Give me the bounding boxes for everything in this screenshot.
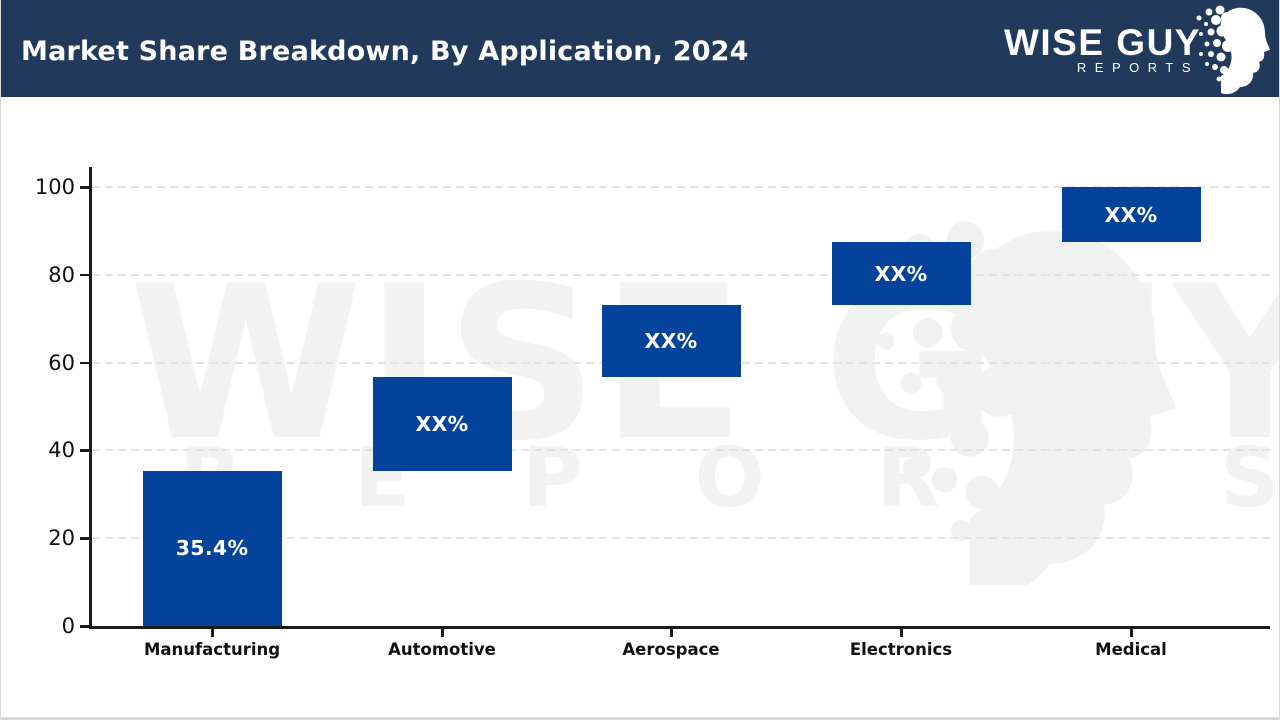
x-tick-label-medical: Medical: [1095, 640, 1167, 659]
gridline-20: [92, 537, 1270, 540]
bar-value-label: 35.4%: [175, 536, 249, 561]
x-axis-line: [89, 626, 1270, 629]
bar-medical: XX%: [1061, 187, 1201, 243]
y-tick-40: [80, 449, 89, 452]
y-tick-label-40: 40: [48, 438, 75, 463]
y-tick-label-60: 60: [48, 350, 75, 375]
bar-value-label: XX%: [1104, 202, 1158, 227]
page-title: Market Share Breakdown, By Application, …: [21, 36, 749, 67]
gridline-40: [92, 449, 1270, 452]
gridline-100: [92, 186, 1270, 188]
x-tick-label-aerospace: Aerospace: [622, 640, 720, 659]
logo-subtitle: REPORTS: [1076, 60, 1199, 75]
bar-value-label: XX%: [415, 411, 469, 436]
waterfall-chart: 0 20 40 60 80 100 35.4% Manufacturing XX% Automot…: [1, 97, 1279, 717]
dotted-face-profile-icon: [1196, 5, 1270, 95]
x-tick-manufacturing: [211, 628, 214, 637]
y-axis-line: [89, 167, 92, 628]
y-tick-60: [80, 361, 89, 365]
bar-automotive: XX%: [372, 377, 512, 471]
y-tick-label-100: 100: [34, 175, 75, 199]
x-tick-automotive: [441, 628, 444, 637]
brand-logo: WISE GUY REPORTS: [1004, 0, 1271, 97]
y-tick-100: [80, 186, 89, 189]
y-tick-20: [80, 537, 89, 540]
y-tick-label-20: 20: [48, 526, 75, 551]
bar-aerospace: XX%: [601, 305, 741, 378]
x-tick-label-electronics: Electronics: [849, 640, 953, 659]
y-tick-0: [80, 625, 89, 628]
x-tick-aerospace: [670, 628, 673, 637]
y-tick-label-80: 80: [48, 262, 75, 287]
x-tick-label-manufacturing: Manufacturing: [143, 640, 281, 659]
header-bar: Market Share Breakdown, By Application, …: [1, 0, 1279, 97]
x-tick-electronics: [900, 628, 903, 637]
bar-value-label: XX%: [874, 261, 928, 286]
bar-value-label: XX%: [644, 329, 698, 354]
bar-electronics: XX%: [831, 242, 971, 306]
logo-wordmark: WISE GUY: [1003, 22, 1201, 63]
y-tick-80: [80, 273, 89, 277]
y-tick-label-0: 0: [61, 614, 75, 638]
gridline-80: [92, 273, 1270, 276]
bar-manufacturing: 35.4%: [142, 470, 282, 626]
x-tick-label-automotive: Automotive: [388, 640, 496, 659]
x-tick-medical: [1130, 628, 1133, 637]
